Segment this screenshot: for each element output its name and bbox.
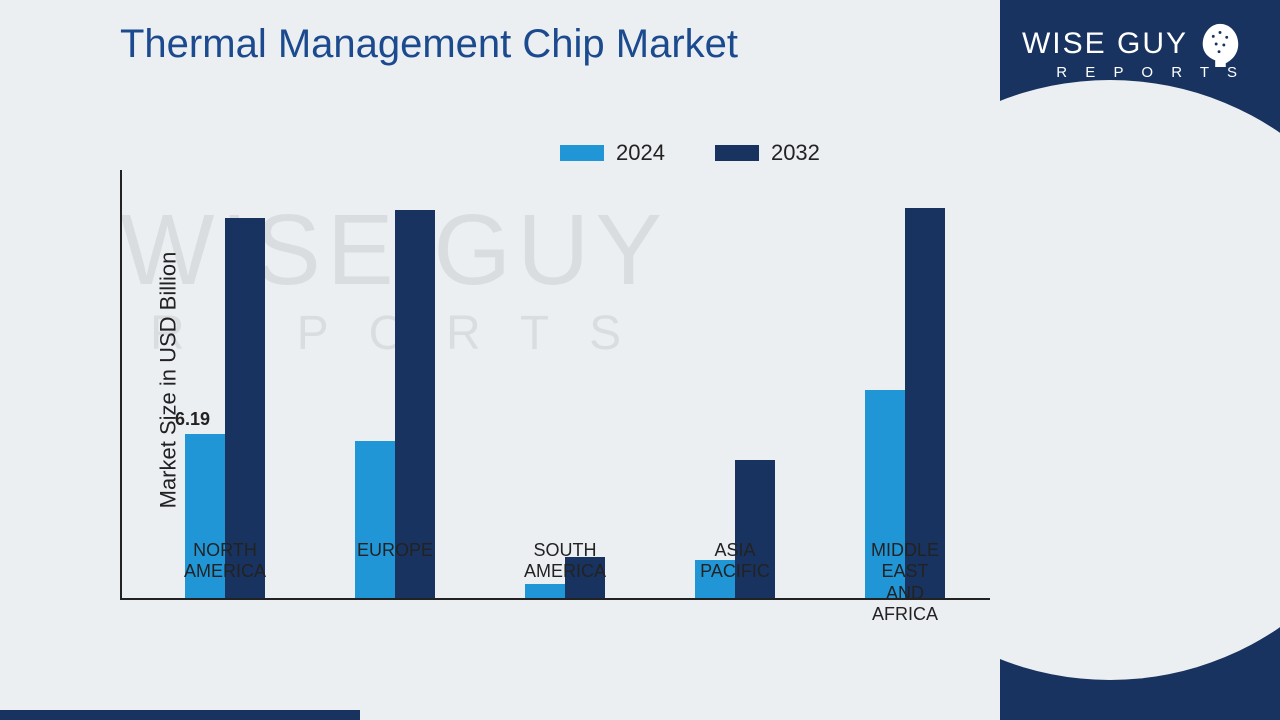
x-axis-category-label: ASIAPACIFIC	[670, 540, 800, 626]
legend-item-2032: 2032	[715, 140, 820, 166]
legend: 2024 2032	[560, 140, 820, 166]
bar-value-label: 6.19	[175, 409, 210, 430]
logo-line1: WISE GUY	[1022, 27, 1188, 61]
chart-title: Thermal Management Chip Market	[120, 22, 738, 67]
x-axis-category-label: EUROPE	[330, 540, 460, 626]
x-axis-category-label: MIDDLEEASTANDAFRICA	[840, 540, 970, 626]
x-axis-category-label: SOUTHAMERICA	[500, 540, 630, 626]
chart-area: Market Size in USD Billion 2024 2032 6.1…	[100, 160, 1000, 600]
bottom-accent-bar	[0, 710, 360, 720]
brand-logo: WISE GUY R E P O R T S	[1022, 20, 1244, 81]
bar-groups: 6.19	[140, 170, 990, 600]
legend-label-2024: 2024	[616, 140, 665, 166]
legend-swatch-2032	[715, 145, 759, 161]
x-labels: NORTHAMERICA EUROPE SOUTHAMERICA ASIAPACIFI…	[140, 540, 990, 626]
legend-label-2032: 2032	[771, 140, 820, 166]
x-axis-category-label: NORTHAMERICA	[160, 540, 290, 626]
y-axis-line	[120, 170, 122, 600]
legend-item-2024: 2024	[560, 140, 665, 166]
logo-head-icon	[1196, 20, 1244, 68]
legend-swatch-2024	[560, 145, 604, 161]
